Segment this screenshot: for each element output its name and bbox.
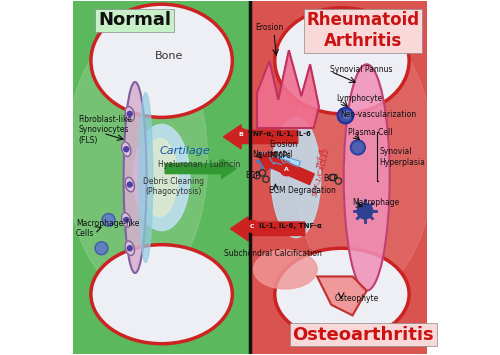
Ellipse shape bbox=[254, 250, 317, 289]
FancyArrow shape bbox=[230, 217, 305, 241]
Text: A: A bbox=[284, 167, 289, 172]
Text: TNF-α, IL-1, IL-6: TNF-α, IL-1, IL-6 bbox=[248, 131, 310, 137]
Circle shape bbox=[235, 129, 247, 140]
Polygon shape bbox=[317, 277, 366, 315]
Text: ECM Degradation: ECM Degradation bbox=[270, 186, 336, 196]
Text: Erosion
MMPs: Erosion MMPs bbox=[270, 140, 297, 160]
Text: Macrophage-like
Cells: Macrophage-like Cells bbox=[76, 219, 140, 239]
FancyArrow shape bbox=[165, 159, 236, 178]
Ellipse shape bbox=[91, 4, 233, 118]
Text: Debris Cleaning
(Phagocytosis): Debris Cleaning (Phagocytosis) bbox=[144, 177, 204, 196]
Circle shape bbox=[351, 140, 365, 154]
Text: Lymphocyte: Lymphocyte bbox=[336, 94, 383, 104]
Circle shape bbox=[95, 242, 108, 255]
Ellipse shape bbox=[142, 138, 178, 217]
Text: Macrophage: Macrophage bbox=[352, 198, 399, 207]
Text: Plasma Cell: Plasma Cell bbox=[348, 128, 393, 137]
Ellipse shape bbox=[275, 8, 409, 114]
Text: TNF-α: TNF-α bbox=[317, 148, 324, 168]
Circle shape bbox=[344, 111, 350, 119]
Ellipse shape bbox=[292, 27, 434, 293]
Circle shape bbox=[338, 108, 353, 124]
Text: C: C bbox=[250, 224, 254, 229]
Circle shape bbox=[124, 147, 128, 152]
Circle shape bbox=[246, 220, 258, 232]
Circle shape bbox=[280, 164, 292, 176]
Text: BCP: BCP bbox=[246, 171, 260, 180]
Ellipse shape bbox=[271, 118, 320, 237]
Circle shape bbox=[128, 246, 132, 251]
Text: Cartilage: Cartilage bbox=[159, 146, 210, 156]
Text: Normal: Normal bbox=[98, 11, 171, 29]
Circle shape bbox=[357, 203, 372, 219]
Text: Erosion: Erosion bbox=[256, 23, 283, 32]
FancyArrow shape bbox=[224, 125, 298, 149]
Ellipse shape bbox=[124, 82, 146, 273]
Text: BCP: BCP bbox=[323, 174, 338, 184]
FancyArrow shape bbox=[280, 155, 300, 167]
Ellipse shape bbox=[125, 241, 134, 256]
Ellipse shape bbox=[122, 142, 131, 157]
Text: Bone: Bone bbox=[154, 50, 183, 60]
Ellipse shape bbox=[134, 125, 190, 230]
Text: Neutrophil: Neutrophil bbox=[252, 150, 292, 159]
Ellipse shape bbox=[66, 27, 208, 293]
Text: B: B bbox=[238, 132, 243, 137]
Circle shape bbox=[260, 154, 272, 166]
Text: Synovial
Hyperplasia: Synovial Hyperplasia bbox=[379, 147, 425, 167]
Circle shape bbox=[128, 111, 132, 116]
Ellipse shape bbox=[125, 177, 134, 192]
Text: Neo-vascularization: Neo-vascularization bbox=[340, 110, 416, 119]
Ellipse shape bbox=[122, 213, 131, 227]
Ellipse shape bbox=[91, 245, 233, 344]
Text: Synovial Pannus: Synovial Pannus bbox=[330, 65, 392, 74]
Text: Fibroblast-like
Synoviocytes
(FLS): Fibroblast-like Synoviocytes (FLS) bbox=[78, 115, 132, 145]
Circle shape bbox=[128, 182, 132, 187]
Ellipse shape bbox=[275, 248, 409, 340]
Text: Osteoarthritis: Osteoarthritis bbox=[292, 326, 434, 344]
Text: Hyaluronan / Lubricin: Hyaluronan / Lubricin bbox=[158, 159, 240, 169]
Text: SDF-1/CXCL12: SDF-1/CXCL12 bbox=[312, 147, 330, 197]
Ellipse shape bbox=[125, 106, 134, 121]
Circle shape bbox=[102, 214, 115, 226]
Text: Rheumatoid
Arthritis: Rheumatoid Arthritis bbox=[306, 11, 420, 50]
Ellipse shape bbox=[138, 93, 153, 262]
Polygon shape bbox=[257, 50, 319, 128]
FancyArrow shape bbox=[270, 155, 289, 167]
FancyArrow shape bbox=[258, 152, 314, 185]
Circle shape bbox=[124, 218, 128, 223]
Text: Subchondral Calcification: Subchondral Calcification bbox=[224, 249, 322, 258]
Text: IL-1, IL-6, TNF-α: IL-1, IL-6, TNF-α bbox=[259, 223, 322, 229]
Bar bbox=[250, 1, 427, 354]
Ellipse shape bbox=[344, 64, 390, 291]
Text: Osteophyte: Osteophyte bbox=[335, 294, 379, 303]
Bar bbox=[73, 1, 250, 354]
